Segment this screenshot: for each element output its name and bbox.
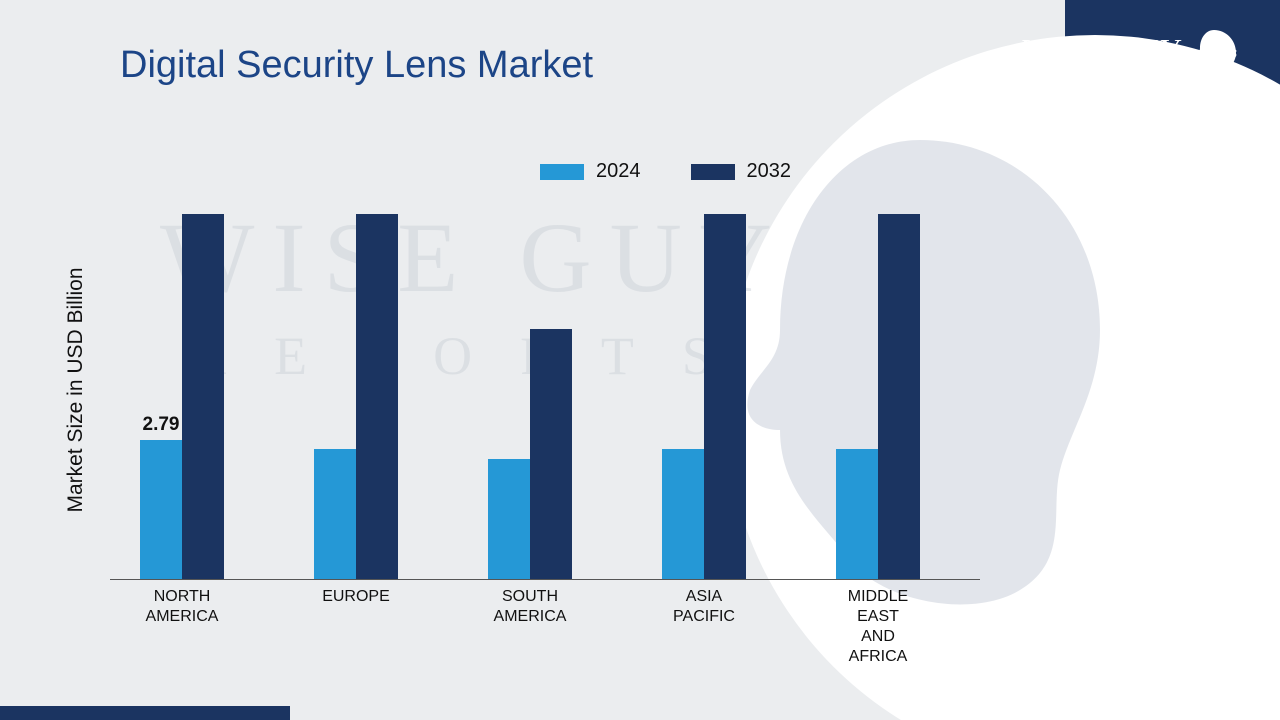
legend-item-2024: 2024 (540, 160, 641, 183)
bar-value-label: 2.79 (143, 414, 180, 436)
bar-group: ASIAPACIFIC (662, 214, 746, 579)
bar-2024 (488, 459, 530, 579)
x-axis-label: MIDDLEEASTANDAFRICA (806, 587, 950, 667)
bar-2032 (182, 214, 224, 579)
bar-2032 (704, 214, 746, 579)
bar-group: SOUTHAMERICA (488, 329, 572, 579)
legend-swatch-2032 (691, 164, 735, 180)
plot-area: 2.79NORTHAMERICA EUROPE SOUTHAMERICA ASIAPA… (110, 200, 980, 580)
bar-group: MIDDLEEASTANDAFRICA (836, 214, 920, 579)
brand-head-icon (1194, 28, 1240, 84)
chart-canvas: WISE GUY REPORTS Digital Security Lens M… (0, 0, 1280, 720)
legend-item-2032: 2032 (691, 160, 792, 183)
legend-label-2032: 2032 (747, 160, 792, 183)
x-axis-label: NORTHAMERICA (110, 587, 254, 627)
bar-2032 (530, 329, 572, 579)
brand-line2: REPORTS (1022, 88, 1240, 102)
bar-2032 (356, 214, 398, 579)
bar-2032 (878, 214, 920, 579)
legend-label-2024: 2024 (596, 160, 641, 183)
brand-logo: WISE GUY REPORTS (1022, 28, 1240, 102)
bar-group: EUROPE (314, 214, 398, 579)
bar-2024 (314, 449, 356, 579)
bar-2024 (662, 449, 704, 579)
footer-accent-bar (0, 706, 290, 720)
bar-group: 2.79NORTHAMERICA (140, 214, 224, 579)
x-axis-label: EUROPE (284, 587, 428, 607)
x-axis-label: ASIAPACIFIC (632, 587, 776, 627)
bar-2024: 2.79 (140, 440, 182, 580)
bar-2024 (836, 449, 878, 579)
chart-legend: 2024 2032 (540, 160, 791, 183)
brand-line1: WISE GUY (1022, 34, 1184, 67)
chart-title: Digital Security Lens Market (120, 44, 593, 87)
y-axis-label: Market Size in USD Billion (64, 190, 88, 590)
x-axis-label: SOUTHAMERICA (458, 587, 602, 627)
legend-swatch-2024 (540, 164, 584, 180)
